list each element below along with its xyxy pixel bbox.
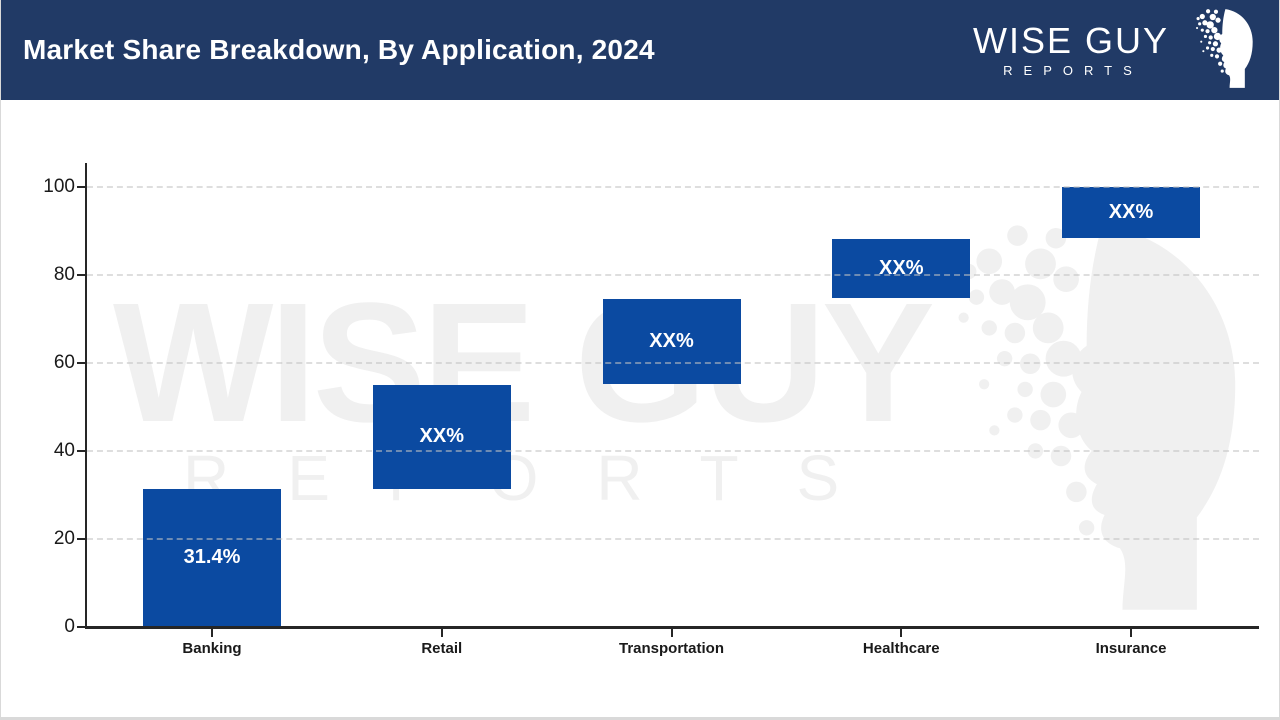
- y-axis-tick: [77, 274, 85, 276]
- page-title: Market Share Breakdown, By Application, …: [23, 34, 655, 65]
- y-axis-tick: [77, 538, 85, 540]
- gridline-20: [87, 538, 1259, 540]
- y-axis-label-100: 100: [43, 176, 75, 197]
- x-axis-tick: [670, 629, 673, 637]
- bar-value-label: XX%: [879, 256, 924, 279]
- y-axis-tick: [77, 626, 85, 628]
- y-axis-tick: [77, 186, 85, 188]
- gridline-80: [87, 274, 1259, 276]
- x-axis-tick: [1130, 629, 1132, 637]
- logo-face-icon: [1171, 6, 1263, 95]
- y-axis-label-80: 80: [53, 264, 75, 285]
- watermark-subtext: REPORTS: [183, 442, 898, 514]
- bar-value-label: XX%: [649, 330, 694, 353]
- x-axis-label-insurance: Insurance: [1095, 640, 1167, 657]
- y-axis-label-60: 60: [53, 352, 75, 373]
- y-axis-line: [85, 163, 87, 629]
- bar-value-label: 31.4%: [183, 546, 241, 569]
- y-axis-label-20: 20: [53, 528, 75, 549]
- logo-wordmark: WISE GUY: [972, 20, 1169, 61]
- bar-banking: 31.4%: [143, 488, 281, 627]
- bar-healthcare: XX%: [832, 238, 971, 298]
- watermark-face-icon: [851, 210, 1271, 625]
- x-axis-line: [85, 626, 1259, 629]
- header-bar: Market Share Breakdown, By Application, …: [1, 0, 1279, 100]
- x-axis-label-healthcare: Healthcare: [862, 640, 940, 657]
- logo-text: WISE GUY REPORTS: [972, 20, 1169, 78]
- x-axis-label-transportation: Transportation: [618, 640, 724, 657]
- bar-insurance: XX%: [1062, 187, 1200, 239]
- y-axis-tick: [77, 450, 85, 452]
- bar-retail: XX%: [372, 385, 511, 489]
- x-axis-tick: [900, 629, 903, 637]
- x-axis-label-retail: Retail: [421, 640, 463, 657]
- bar-transportation: XX%: [602, 299, 741, 385]
- logo-subtext: REPORTS: [1003, 63, 1143, 78]
- wise-guy-logo: WISE GUY REPORTS: [973, 6, 1263, 95]
- bar-value-label: XX%: [1108, 201, 1154, 224]
- x-axis-tick: [211, 629, 213, 637]
- gridline-40: [87, 450, 1259, 452]
- x-axis-tick: [440, 629, 443, 637]
- gridline-60: [87, 362, 1259, 364]
- y-axis-tick: [77, 362, 85, 364]
- bar-value-label: XX%: [419, 425, 464, 448]
- gridline-100: [87, 186, 1259, 188]
- y-axis-label-0: 0: [64, 616, 75, 637]
- x-axis-label-banking: Banking: [182, 640, 242, 657]
- y-axis-label-40: 40: [53, 440, 75, 461]
